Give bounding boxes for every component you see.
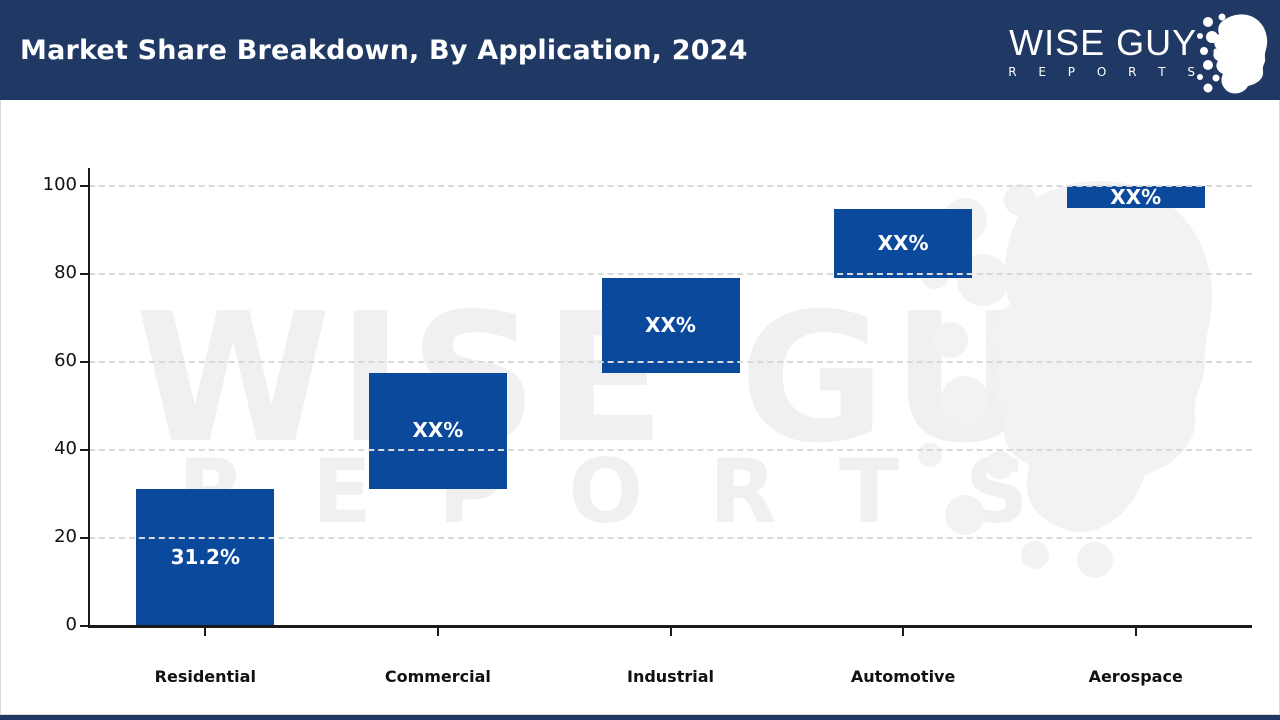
footer-bar [0,715,1280,720]
header-bar: Market Share Breakdown, By Application, … [0,0,1280,100]
bar-commercial [368,373,507,489]
x-axis-tick-mark [1134,627,1137,636]
x-axis-tick-mark [902,627,905,636]
gridline-40 [89,449,1252,451]
x-axis-category-label: Commercial [384,667,491,686]
gridline-100 [89,185,1252,187]
x-axis-tick-mark [669,627,672,636]
y-axis-tick-label: 20 [54,526,77,547]
bar-value-label: XX% [877,230,929,255]
brand-logo: WISE GUY R E P O R T S [1008,8,1268,94]
brand-head-icon [1197,13,1268,94]
x-axis-category-label: Residential [154,667,256,686]
x-axis-tick-mark [204,627,207,636]
y-axis-tick-label: 40 [54,438,77,459]
y-axis-tick-mark [80,449,88,451]
gridline-20 [89,537,1252,539]
x-axis-line [88,625,1252,628]
y-axis-tick-label: 80 [54,262,77,283]
y-axis-tick-mark [80,185,88,187]
bar-value-label: XX% [645,312,696,337]
bar-industrial [601,277,740,373]
brand-logo-text: WISE GUY R E P O R T S [1002,22,1204,79]
gridline-60 [89,361,1252,363]
y-axis-line [88,168,90,628]
bar-value-label: XX% [412,418,464,442]
page-title: Market Share Breakdown, By Application, … [20,34,748,66]
bar-value-label: 31.2% [170,544,240,569]
y-axis-tick-mark [80,537,88,539]
y-axis-tick-mark [80,361,88,363]
x-axis-category-label: Aerospace [1088,667,1183,686]
brand-subtitle: R E P O R T S [1008,65,1204,79]
x-axis-tick-mark [436,627,439,636]
bar-residential [136,488,275,626]
y-axis-tick-label: 0 [65,614,77,635]
y-axis-tick-mark [80,625,88,627]
gridline-80 [89,273,1252,275]
bar-value-label: XX% [1110,185,1162,209]
y-axis-tick-label: 60 [54,350,77,371]
y-axis-tick-mark [80,273,88,275]
x-axis-category-label: Automotive [850,667,956,686]
x-axis-category-label: Industrial [626,667,714,686]
brand-name: WISE GUY [1009,22,1198,63]
waterfall-chart: 31.2% XX% XX% XX% XX% 0 20 40 60 80 100 Residential… [0,100,1280,715]
y-axis-tick-label: 100 [42,174,77,195]
